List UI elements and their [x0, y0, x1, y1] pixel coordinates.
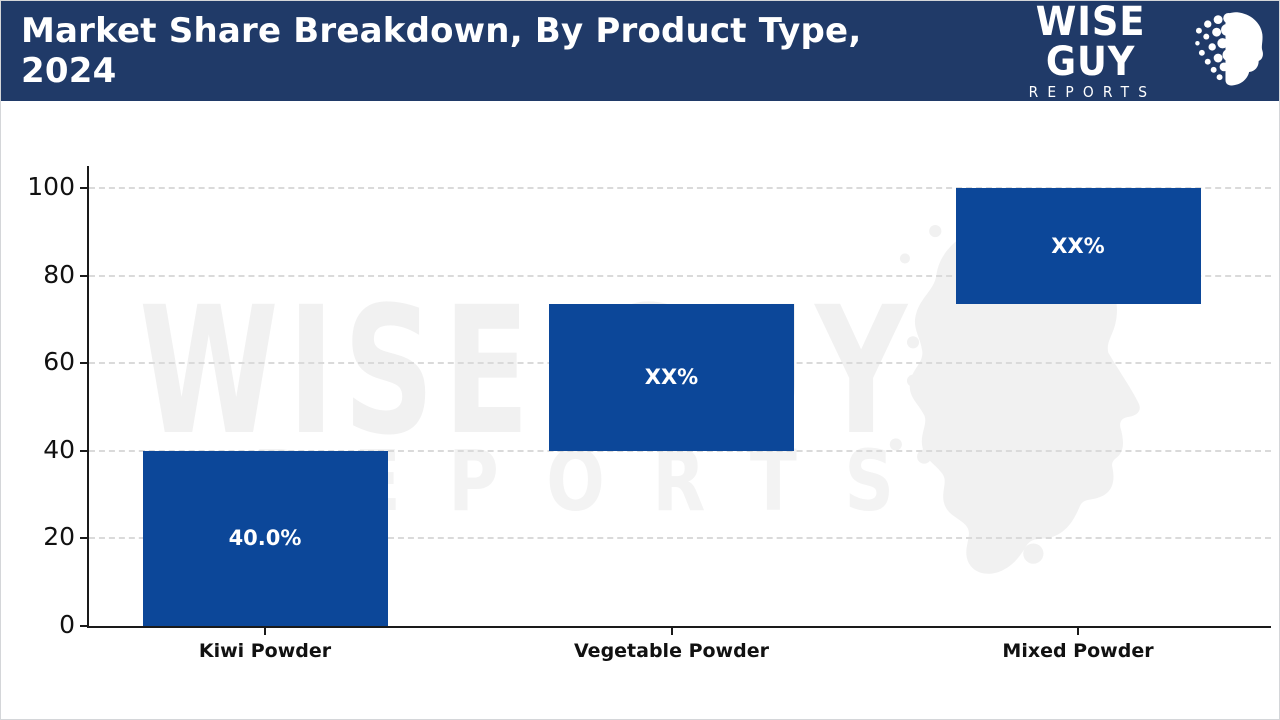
x-axis-label: Vegetable Powder — [574, 640, 769, 662]
x-tick — [1077, 626, 1079, 635]
gridline-20 — [89, 537, 1271, 540]
y-axis-tick-label: 0 — [59, 610, 75, 639]
gridline-100 — [89, 187, 1271, 189]
bar-value-label: XX% — [644, 365, 699, 390]
x-tick — [264, 626, 266, 635]
x-axis-label: Kiwi Powder — [198, 640, 332, 662]
bar-vegetable-powder: XX% — [549, 304, 794, 451]
brand-head-icon — [1195, 12, 1264, 86]
y-axis-tick-label: 80 — [43, 259, 75, 289]
brand-logo-text: WISE GUY REPORTS — [985, 2, 1197, 100]
bar-mixed-powder: XX% — [955, 188, 1201, 305]
y-tick — [80, 625, 89, 627]
chart-title: Market Share Breakdown, By Product Type,… — [21, 11, 862, 91]
y-tick — [80, 362, 89, 365]
y-tick — [80, 187, 89, 189]
bar-value-label: 40.0% — [228, 526, 302, 551]
bar-kiwi-powder: 40.0% — [142, 450, 388, 626]
header-bar: Market Share Breakdown, By Product Type,… — [1, 1, 1279, 101]
x-tick — [670, 626, 673, 635]
brand-logo: WISE GUY REPORTS — [966, 2, 1267, 100]
y-axis-tick-label: 20 — [43, 522, 75, 552]
y-axis-tick-label: 100 — [27, 172, 75, 201]
y-tick — [80, 537, 89, 540]
bar-value-label: XX% — [1051, 234, 1105, 259]
gridline-80 — [89, 274, 1271, 277]
y-axis-tick-label: 40 — [43, 434, 75, 464]
gridline-40 — [89, 449, 1271, 452]
brand-subname: REPORTS — [1029, 83, 1157, 101]
x-axis-label: Mixed Powder — [1002, 640, 1154, 662]
brand-name: WISE GUY — [1036, 0, 1146, 85]
y-tick — [80, 449, 89, 452]
y-tick — [80, 274, 89, 277]
y-axis-spine — [87, 166, 89, 628]
y-axis-tick-label: 60 — [43, 347, 75, 377]
x-axis-spine — [87, 626, 1271, 628]
